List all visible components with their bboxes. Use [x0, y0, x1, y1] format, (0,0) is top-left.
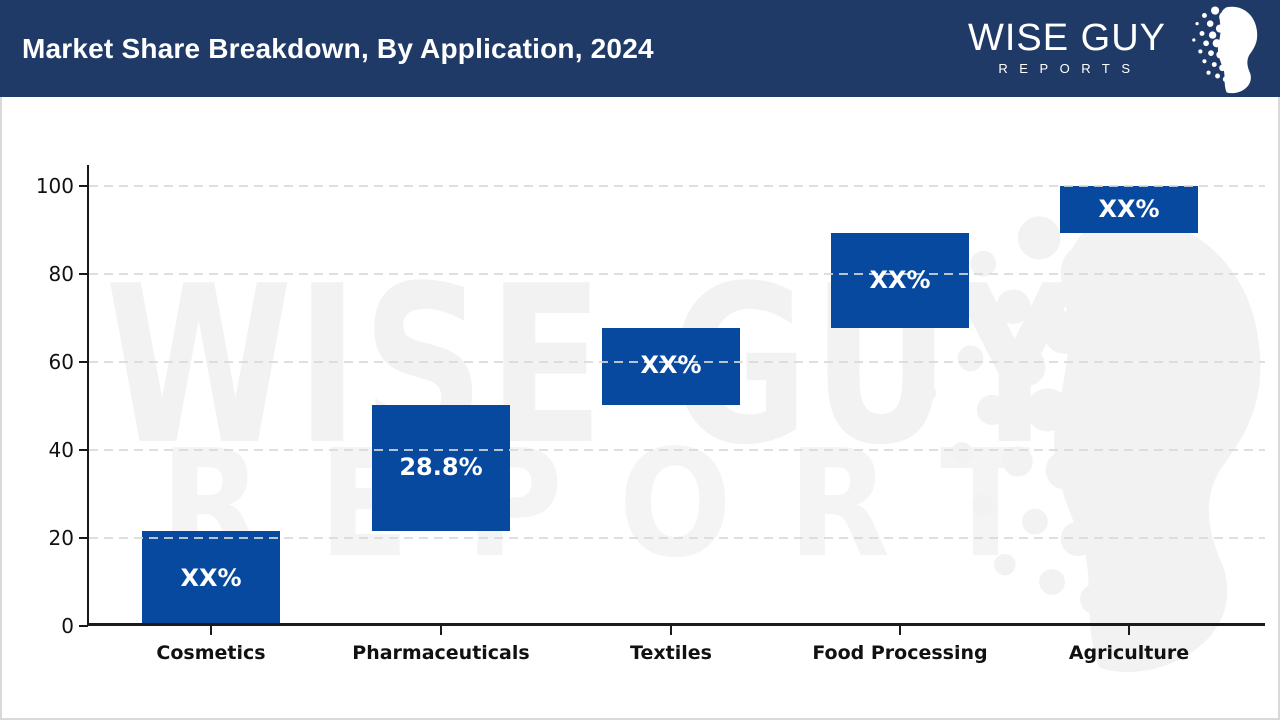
- bar-textiles: [602, 328, 740, 405]
- gridline-y-60: [89, 361, 1265, 363]
- x-tick-2: [440, 626, 442, 635]
- y-tick-label-40: 40: [48, 438, 74, 462]
- x-axis-line: [87, 623, 1265, 626]
- frame-border-right: [1278, 97, 1280, 720]
- wiseguy-wordmark: WISE GUY: [967, 17, 1166, 59]
- y-tick-label-60: 60: [48, 350, 74, 374]
- y-axis-line: [87, 165, 89, 626]
- y-tick-80: [79, 273, 88, 275]
- gridline-y-100: [89, 185, 1265, 187]
- bar-value-label: 28.8%: [399, 453, 483, 482]
- header-bar: Market Share Breakdown, By Application, …: [0, 0, 1280, 97]
- x-tick-3: [670, 626, 672, 635]
- y-tick-60: [79, 361, 88, 363]
- x-tick-4: [899, 626, 901, 635]
- gridline-y-40: [89, 449, 1265, 451]
- y-tick-20: [79, 537, 88, 539]
- bar-value-label: XX%: [1098, 194, 1160, 223]
- x-category-label: Textiles: [630, 642, 712, 664]
- frame-border-bottom: [0, 718, 1280, 720]
- bar-value-label: XX%: [640, 351, 702, 380]
- x-category-label: Cosmetics: [156, 642, 266, 664]
- wiseguy-face-icon: [1192, 6, 1258, 94]
- bar-value-label: XX%: [869, 265, 931, 294]
- y-tick-100: [79, 185, 88, 187]
- y-tick-label-100: 100: [35, 174, 74, 198]
- x-category-label: Food Processing: [812, 642, 988, 664]
- y-tick-label-0: 0: [61, 614, 74, 638]
- x-category-label: Agriculture: [1068, 642, 1190, 664]
- gridline-y-20: [89, 537, 1265, 539]
- wiseguy-logo-text: WISE GUY REPORTS: [968, 18, 1166, 76]
- x-tick-5: [1128, 626, 1130, 635]
- y-tick-label-80: 80: [48, 262, 74, 286]
- page-title: Market Share Breakdown, By Application, …: [22, 33, 654, 64]
- bar-pharmaceuticals: [372, 404, 510, 532]
- wiseguy-sub-wordmark: REPORTS: [998, 61, 1142, 76]
- gridline-y-80: [89, 273, 1265, 275]
- bar-cosmetics: [142, 531, 280, 626]
- frame-border-left: [0, 97, 2, 720]
- plot-area: 0 20 40 60 80 100 XX% 28.8% XX% XX% XX% Cosmetics Ph…: [0, 97, 1280, 720]
- x-category-label: Pharmaceuticals: [352, 642, 530, 664]
- y-tick-label-20: 20: [48, 526, 74, 550]
- bar-value-label: XX%: [180, 563, 242, 592]
- y-tick-40: [79, 449, 88, 451]
- x-tick-1: [210, 626, 212, 635]
- y-tick-0: [79, 625, 88, 627]
- wiseguy-logo: WISE GUY REPORTS: [936, 4, 1266, 94]
